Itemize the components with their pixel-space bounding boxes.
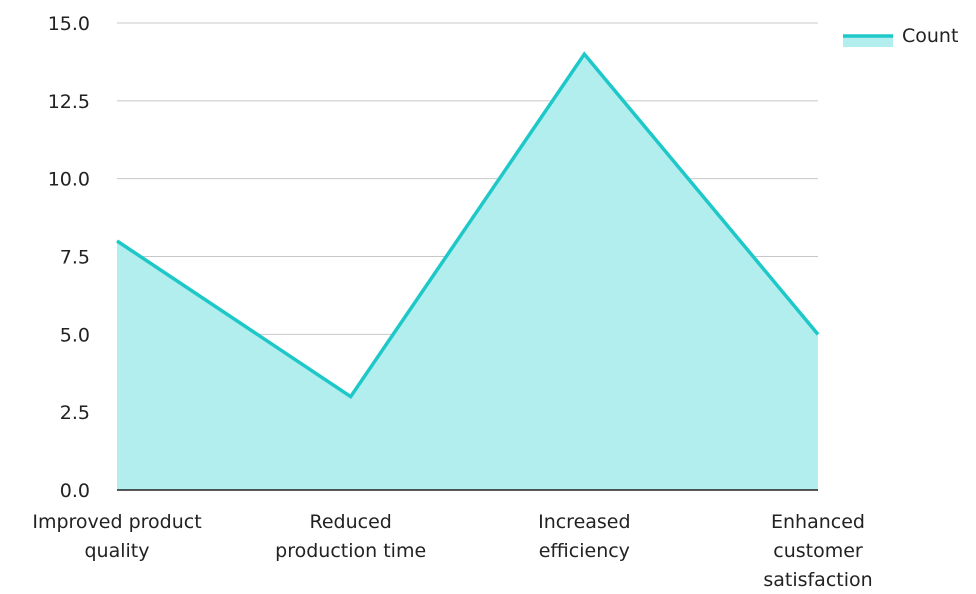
y-tick-label: 12.5 [48,91,90,113]
y-tick-label: 15.0 [48,13,90,35]
y-tick-label: 10.0 [48,169,90,191]
series-count [116,51,820,491]
series-line [116,51,820,400]
y-tick-label: 5.0 [60,324,90,346]
x-axis-ticks: Improved product quality Reduced production… [32,511,872,591]
legend-swatch-count [843,35,893,47]
y-tick-label: 0.0 [60,480,90,502]
x-tick-label: Improved product quality [32,511,201,562]
x-tick-label: Reduced production time [275,511,426,562]
series-area-fill [117,54,818,491]
x-tick-label: Increased efficiency [538,511,630,562]
legend-label-count: Count [902,25,958,47]
y-tick-label: 2.5 [60,402,90,424]
y-axis-ticks: 0.0 2.5 5.0 7.5 10.0 12.5 15.0 [48,13,90,502]
y-tick-label: 7.5 [60,247,90,269]
x-tick-label: Enhanced customer satisfaction [763,511,872,591]
legend: Count [843,25,958,47]
